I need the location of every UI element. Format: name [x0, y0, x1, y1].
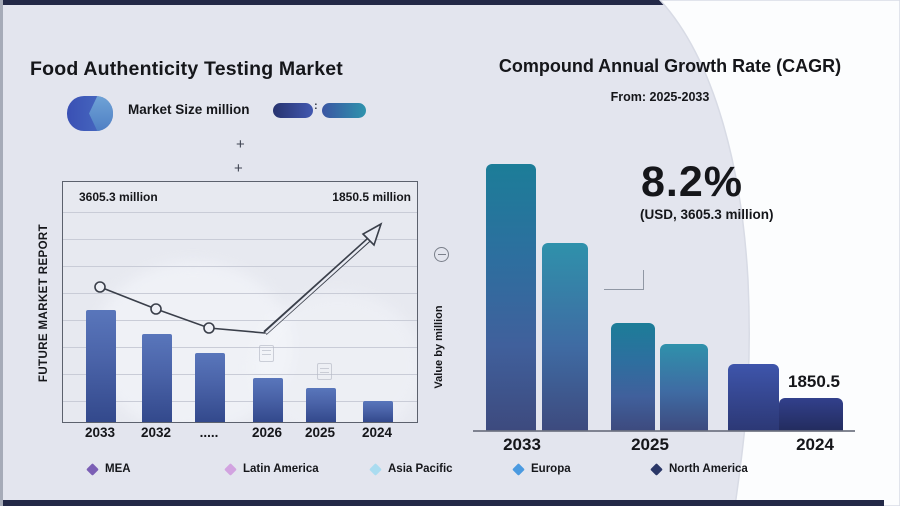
legend-item-label: North America — [669, 463, 748, 475]
legend-diamond-icon — [224, 462, 237, 476]
cagr-x-axis-label: 2025 — [631, 435, 669, 454]
document-watermark-icon — [317, 363, 332, 380]
base-year-value-label: 1850.5 — [788, 372, 840, 391]
x-axis-label: 2026 — [251, 425, 283, 440]
legend-item: Europa — [512, 462, 571, 476]
cagr-subtitle: From: 2025-2033 — [610, 90, 710, 104]
cagr-bar — [542, 243, 588, 431]
gridline — [63, 293, 417, 294]
x-axis-label: 2024 — [361, 425, 393, 440]
document-watermark-icon — [259, 345, 274, 362]
cagr-bar — [660, 344, 708, 431]
market-size-legend-label: Market Size million — [128, 102, 250, 117]
legend-diamond-icon — [512, 462, 525, 476]
legend-item: Latin America — [224, 462, 319, 476]
pill-hexagon-facet — [89, 96, 113, 131]
legend-item-label: Asia Pacific — [388, 463, 453, 475]
gridline — [63, 239, 417, 240]
x-axis-label: 2033 — [84, 425, 116, 440]
cagr-x-axis-label: 2033 — [503, 435, 541, 454]
cagr-detail: (USD, 3605.3 million) — [640, 207, 774, 222]
top-frame-bar — [0, 0, 900, 5]
legend-diamond-icon — [650, 462, 663, 476]
cagr-percentage: 8.2% — [641, 158, 744, 206]
cagr-bar — [728, 364, 779, 431]
pill-separator: : — [314, 100, 318, 112]
cagr-bar — [779, 398, 843, 431]
market-size-bar — [363, 401, 393, 422]
x-axis-label: 2032 — [140, 425, 172, 440]
chart-min-value-label: 1850.5 million — [332, 190, 411, 204]
trend-line-and-arrow — [94, 222, 383, 335]
gradient-pill-icon-right — [322, 103, 366, 118]
value-by-million-axis-label: Value by million — [433, 305, 445, 389]
legend-item: North America — [650, 462, 748, 476]
cagr-bar — [486, 164, 536, 431]
legend-item-label: MEA — [105, 463, 131, 475]
market-size-bar — [306, 388, 336, 422]
market-size-chart: 3605.3 million 1850.5 million — [62, 181, 418, 423]
legend-diamond-icon — [86, 462, 99, 476]
gridline — [63, 212, 417, 213]
plus-mark-icon: + — [236, 136, 245, 153]
cagr-title: Compound Annual Growth Rate (CAGR) — [498, 56, 842, 76]
gridline — [63, 347, 417, 348]
gradient-pill-icon-left — [273, 103, 313, 118]
step-bracket-line — [604, 270, 644, 290]
cagr-x-axis-label: 2024 — [796, 435, 834, 454]
future-market-report-watermark: FUTURE MARKET REPORT — [38, 223, 50, 383]
gridline — [63, 320, 417, 321]
legend-item-label: Latin America — [243, 463, 319, 475]
market-size-bar — [195, 353, 225, 422]
cagr-bar — [611, 323, 655, 431]
x-axis-label: 2025 — [304, 425, 336, 440]
market-size-bar — [86, 310, 116, 422]
chart-max-value-label: 3605.3 million — [79, 190, 158, 204]
page-title: Food Authenticity Testing Market — [30, 58, 343, 80]
x-axis-label: ..... — [199, 425, 219, 440]
gridline — [63, 266, 417, 267]
bottom-frame-bar — [0, 500, 884, 506]
legend-diamond-icon — [369, 462, 382, 476]
left-frame-edge — [0, 0, 3, 506]
minus-circle-icon — [434, 247, 449, 262]
legend-item: MEA — [86, 462, 131, 476]
x-axis-line — [473, 430, 855, 432]
legend-item: Asia Pacific — [369, 462, 453, 476]
market-size-bar — [253, 378, 283, 422]
market-size-pill-icon — [67, 96, 113, 131]
gridline — [63, 374, 417, 375]
gridline — [63, 401, 417, 402]
plus-mark-icon: + — [234, 160, 243, 177]
legend-item-label: Europa — [531, 463, 571, 475]
market-size-bar — [142, 334, 172, 422]
